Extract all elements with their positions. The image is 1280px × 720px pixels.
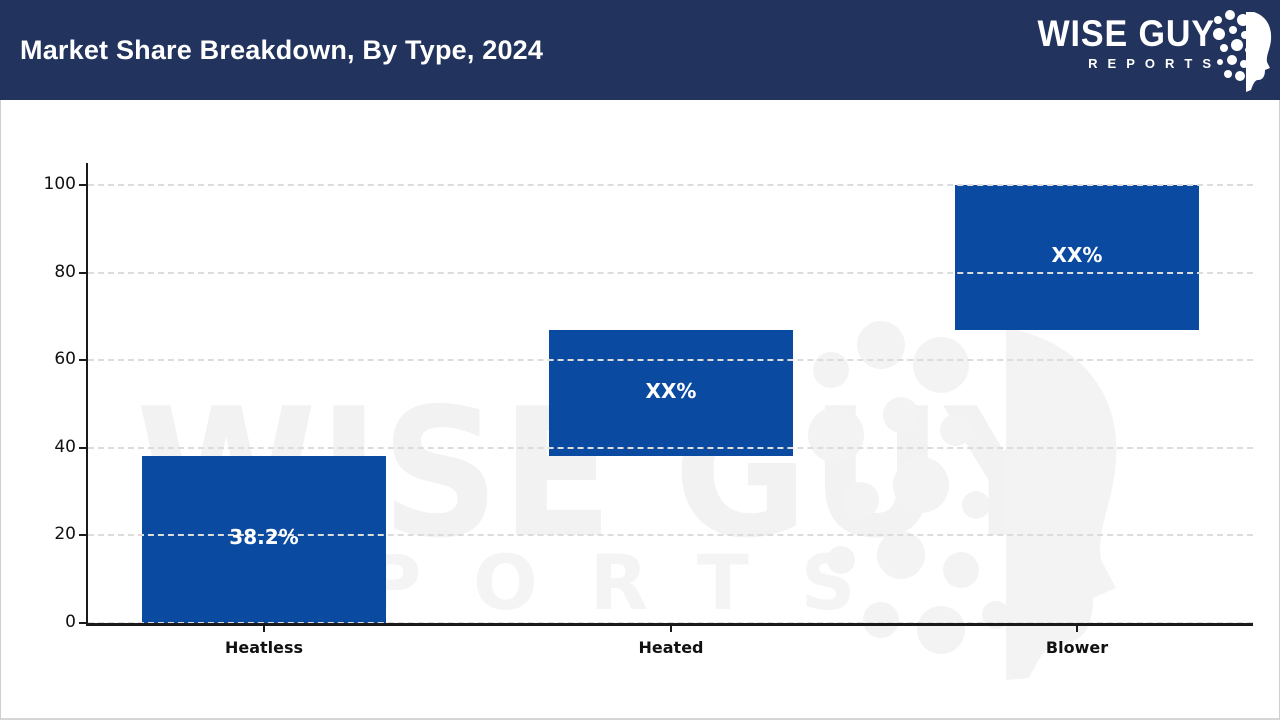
y-tick-label: 40 [54, 436, 76, 457]
page-title: Market Share Breakdown, By Type, 2024 [20, 34, 544, 65]
dotted-head-icon [1213, 10, 1272, 92]
x-axis-line [86, 623, 1253, 626]
y-tick [79, 622, 87, 624]
gridline [88, 271, 1253, 274]
gridline [88, 184, 1253, 186]
x-tick [263, 626, 265, 632]
x-tick-label-blower: Blower [1045, 638, 1109, 657]
y-tick [79, 359, 87, 362]
bar-heatless [142, 455, 386, 623]
x-tick-label-heatless: Heatless [224, 638, 304, 657]
y-tick-label: 0 [65, 612, 76, 632]
brand-logo: WISE GUY REPORTS [1022, 13, 1215, 72]
y-tick-label: 60 [54, 349, 76, 370]
y-tick-label: 100 [43, 174, 76, 194]
y-tick-label: 20 [54, 524, 76, 545]
watermark-head-icon [808, 321, 1117, 680]
y-tick [79, 184, 87, 186]
gridline [88, 534, 1253, 537]
y-tick-label: 80 [54, 261, 76, 282]
x-tick [1076, 626, 1078, 632]
header-banner: Market Share Breakdown, By Type, 2024 WI… [0, 0, 1280, 100]
gridline [88, 446, 1253, 449]
x-tick-label-heated: Heated [638, 638, 704, 657]
bar-value-label: XX% [1051, 243, 1103, 268]
y-tick [79, 534, 87, 537]
bar-value-label: XX% [645, 378, 697, 403]
bar-blower [955, 185, 1199, 330]
y-tick [79, 446, 87, 449]
brand-logo-subtext: REPORTS [1088, 56, 1221, 71]
y-tick [79, 271, 87, 274]
y-axis-line [86, 163, 88, 625]
bar-value-label: 38.2% [229, 525, 299, 550]
x-tick [670, 626, 672, 632]
brand-logo-text: WISE GUY [1037, 13, 1215, 54]
gridline [88, 359, 1253, 362]
bar-heated [549, 329, 793, 456]
